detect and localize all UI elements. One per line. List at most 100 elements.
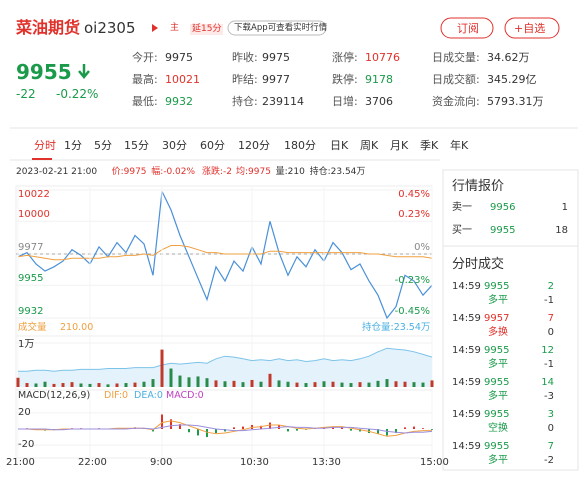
volume-bar (403, 381, 407, 387)
subscribe-button[interactable] (440, 17, 494, 39)
panel-title: 分时成交 (452, 257, 505, 272)
macd-bar (422, 428, 424, 429)
book-qty: 1 (561, 202, 568, 213)
stat-label: 日成交额: (432, 73, 480, 86)
trade-type: 空换 (488, 423, 508, 434)
tab[interactable]: 季K (420, 139, 439, 152)
stat-label: 涨停: (332, 51, 358, 64)
tag-delay: 延15分 (190, 24, 224, 35)
macd-bar (161, 414, 163, 429)
subscribe-text[interactable]: 订阅 (457, 22, 479, 35)
book-price: 9956 (490, 202, 516, 213)
volume-bar (376, 380, 380, 387)
stat-value: 34.62万 (487, 51, 530, 64)
volume-bar (187, 377, 191, 387)
volume-bar (349, 383, 353, 387)
trade-time: 14:59 (452, 377, 481, 388)
trade-time: 14:59 (452, 281, 481, 292)
trade-qty: 12 (541, 345, 554, 356)
down-arrow (78, 64, 90, 79)
trade-time: 14:59 (452, 345, 481, 356)
volume-bar (340, 382, 344, 387)
info-text: 持仓:23.54万 (309, 167, 366, 177)
macd-bar (404, 427, 406, 429)
tab[interactable]: 年K (450, 139, 469, 152)
stat-label: 今开: (132, 51, 158, 64)
volume-bar (268, 373, 272, 387)
tab[interactable]: 15分 (124, 139, 149, 152)
tab[interactable]: 120分 (238, 139, 270, 152)
y-tick-label: 9932 (18, 306, 44, 317)
tab[interactable]: 月K (390, 139, 409, 152)
y2-tick-label: -0.45% (394, 306, 430, 317)
volume-bar (133, 382, 137, 387)
stat-value: 9975 (262, 51, 290, 64)
volume-bar (250, 379, 254, 387)
watch-text[interactable]: +自选 (514, 22, 546, 35)
volume-bar (34, 383, 38, 387)
dif-label: DIF:0 (104, 390, 129, 401)
macd-bar (215, 429, 217, 434)
x-tick-label: 21:00 (6, 457, 35, 468)
stat-value: 5793.31万 (487, 95, 544, 108)
tab[interactable]: 5分 (94, 139, 112, 152)
macd-bar (242, 426, 244, 429)
trade-price: 9955 (484, 345, 510, 356)
macd-label: MACD(12,26,9) (18, 390, 91, 401)
volume-bar (430, 380, 434, 387)
y-tick-label: 10000 (18, 209, 50, 221)
stat-label: 跌停: (332, 73, 358, 86)
macd-bar (287, 429, 289, 432)
trade-oi: -1 (544, 295, 554, 306)
stat-value: 10776 (365, 51, 400, 64)
volume-bar (259, 381, 263, 387)
volume-bar (79, 383, 83, 387)
volume-bar (16, 377, 20, 387)
y2-tick-label: 0.45% (398, 189, 430, 200)
volume-bar (322, 381, 326, 387)
info-text: 幅:-0.02% (151, 167, 196, 177)
tab[interactable]: 日K (330, 139, 349, 152)
volume-bar (286, 381, 290, 387)
volume-bar (241, 382, 245, 387)
volume-tick-label: 1万 (18, 339, 35, 350)
tab[interactable]: 周K (360, 139, 379, 152)
product-code: oi2305 (84, 19, 136, 37)
panel-title: 行情报价 (452, 179, 505, 194)
product-name: 菜油期货 (16, 18, 81, 37)
tab[interactable]: 30分 (162, 139, 187, 152)
trade-type: 多换 (488, 327, 508, 338)
tab[interactable]: 180分 (284, 139, 316, 152)
volume-bar (61, 383, 65, 387)
stat-value: 9178 (365, 73, 393, 86)
book-side: 卖一 (452, 202, 472, 213)
volume-bar (97, 383, 101, 387)
watch-button[interactable] (504, 17, 560, 39)
volume-bar (295, 382, 299, 387)
change-pct: -0.22% (56, 87, 99, 101)
side-panel (442, 169, 579, 471)
volume-bar (214, 380, 218, 387)
macd-tick-label: -20 (18, 439, 35, 451)
tab[interactable]: 60分 (200, 139, 225, 152)
download-pill[interactable] (227, 20, 327, 36)
stat-label: 最高: (132, 73, 158, 86)
tab[interactable]: 分时 (34, 139, 56, 152)
volume-bar (169, 368, 173, 387)
volume-bar (313, 382, 317, 387)
stat-value: 9975 (165, 51, 193, 64)
trade-oi: 0 (547, 423, 554, 434)
volume-bar (25, 383, 29, 387)
volume-value: 210.00 (60, 322, 94, 333)
volume-bar (115, 383, 119, 387)
download-text[interactable]: 下载App可查看实时行情 (234, 23, 328, 33)
book-qty: 18 (555, 225, 568, 236)
tab[interactable]: 1分 (64, 139, 82, 152)
trade-qty: 7 (547, 441, 554, 452)
trade-time: 14:59 (452, 441, 481, 452)
info-text: 量:210 (275, 167, 305, 177)
volume-bar (358, 382, 362, 387)
volume-bar (385, 379, 389, 387)
y2-tick-label: -0.23% (394, 274, 430, 286)
trade-qty: 14 (541, 377, 554, 388)
